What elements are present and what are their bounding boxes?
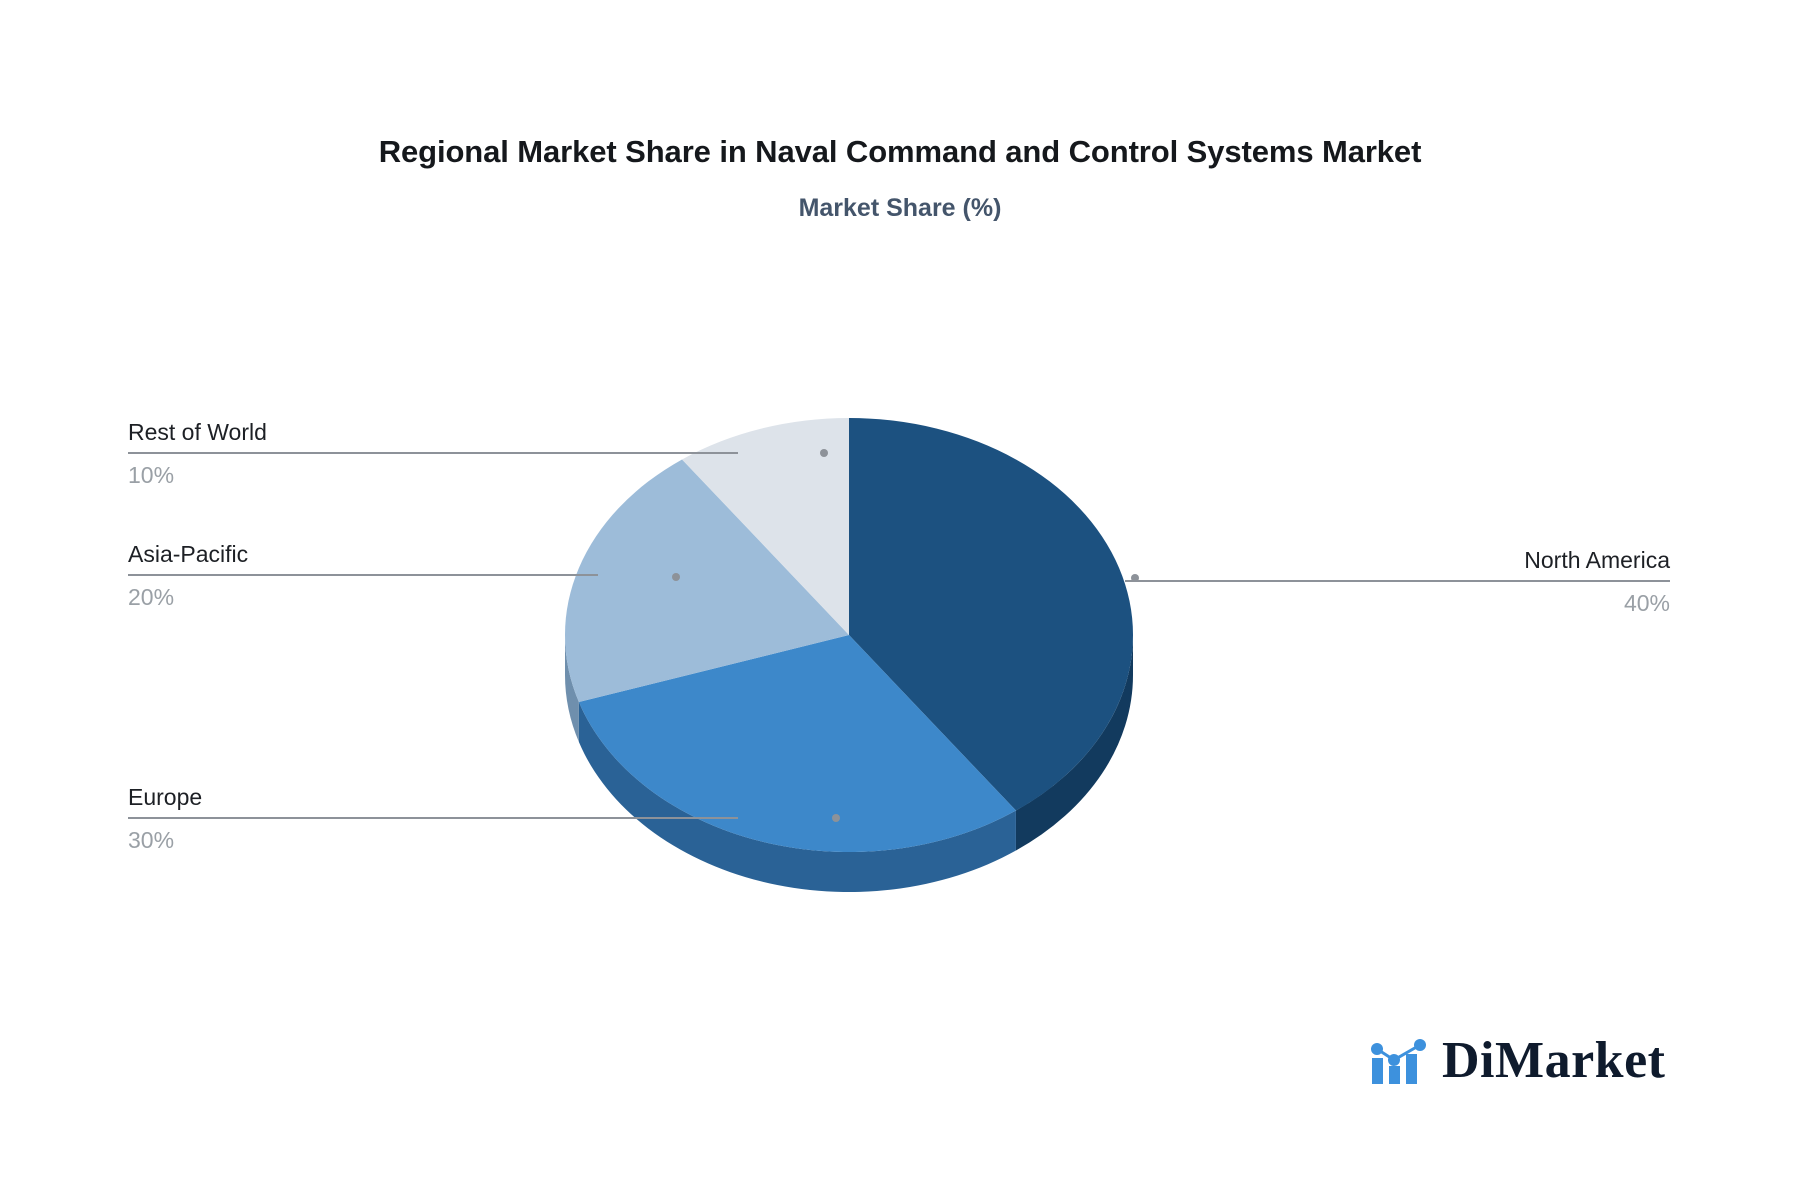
callout-leader-line [128, 574, 598, 576]
bar-chart-trend-icon [1371, 1039, 1426, 1084]
callout-leader-line [1125, 580, 1670, 582]
pie-slice-rest-of-world[interactable] [682, 418, 849, 635]
callout-label: Asia-Pacific [128, 541, 249, 567]
callout-north-america: North America 40% [1125, 545, 1670, 618]
leader-dot-rest-of-world [820, 449, 828, 457]
pie-slice-europe[interactable] [578, 635, 1016, 852]
pie-side-north-america [1015, 635, 1133, 851]
callout-value: 40% [1623, 590, 1670, 616]
callout-label: Rest of World [128, 419, 267, 445]
leader-dot-asia-pacific [672, 573, 680, 581]
callout-europe: Europe 30% [128, 782, 738, 855]
leader-dot-europe [832, 814, 840, 822]
callout-value: 30% [128, 827, 175, 853]
leader-dot-north-america [1131, 574, 1139, 582]
callout-value: 10% [128, 462, 175, 488]
pie-slice-asia-pacific[interactable] [565, 459, 849, 703]
pie-3d-side-walls [565, 635, 1133, 892]
pie-top-face [565, 418, 1133, 852]
callout-value: 20% [128, 584, 175, 610]
pie-slice-north-america[interactable] [849, 418, 1133, 811]
callout-label: North America [1524, 547, 1670, 573]
callout-label: Europe [128, 784, 203, 810]
brand-logo: DiMarket [1370, 1035, 1665, 1087]
page-title: Regional Market Share in Naval Command a… [378, 134, 1422, 169]
callout-leader-line [128, 817, 738, 819]
pie-chart-svg [565, 418, 1133, 892]
pie-side-europe [578, 702, 1016, 892]
brand-name: DiMarket [1442, 1032, 1666, 1089]
pie-side-asia-pacific [565, 635, 579, 743]
callout-asia-pacific: Asia-Pacific 20% [128, 539, 598, 612]
callout-rest-of-world: Rest of World 10% [128, 417, 738, 490]
chart-subtitle: Market Share (%) [798, 194, 1002, 222]
callout-leader-line [128, 452, 738, 454]
pie-chart [565, 355, 1235, 915]
